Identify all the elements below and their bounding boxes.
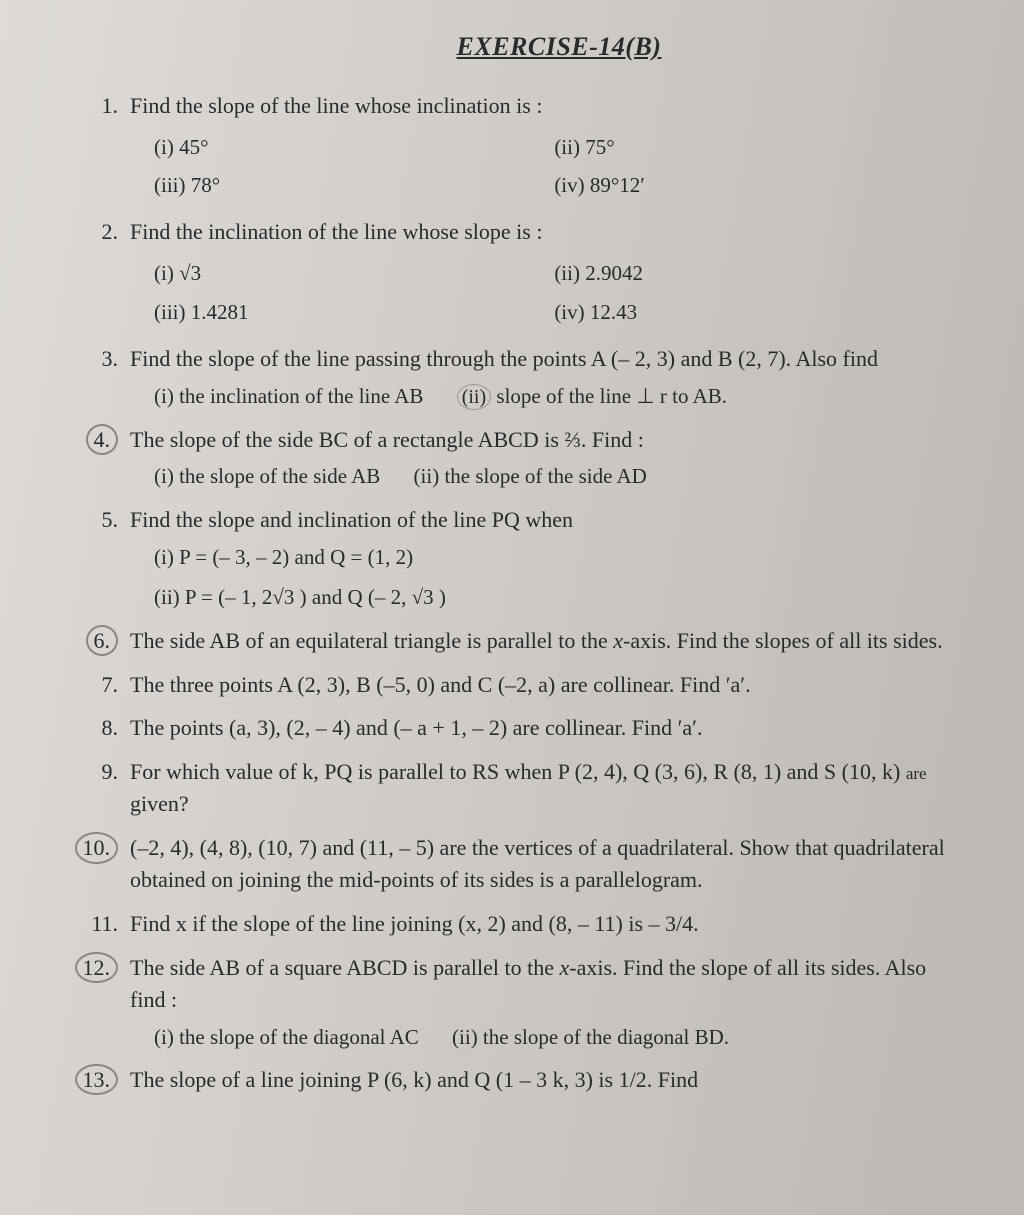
qtext-9: For which value of k, PQ is parallel to …: [130, 756, 988, 820]
q3-sub-ii-text: slope of the line ⊥ r to AB.: [496, 384, 727, 408]
q2-options: (i) √3 (ii) 2.9042 (iii) 1.4281 (iv) 12.…: [154, 254, 988, 331]
qnum-10: 10.: [74, 832, 118, 864]
question-3: 3. Find the slope of the line passing th…: [130, 343, 988, 411]
q12-text-b: -axis. Find the slope of all its sides. …: [569, 955, 926, 980]
q2-opt-iii: (iii) 1.4281: [154, 297, 554, 327]
q3-subparts: (i) the inclination of the line AB (ii) …: [154, 381, 988, 411]
q1-opt-iii: (iii) 78°: [154, 170, 554, 200]
q9-text-tail: are: [906, 764, 927, 783]
qnum-13: 13.: [74, 1064, 118, 1096]
qnum-10-circle: 10.: [75, 832, 119, 864]
qtext-7: The three points A (2, 3), B (–5, 0) and…: [130, 669, 988, 701]
question-12: 12. The side AB of a square ABCD is para…: [130, 952, 988, 1052]
question-7: 7. The three points A (2, 3), B (–5, 0) …: [130, 669, 988, 701]
question-10: 10. (–2, 4), (4, 8), (10, 7) and (11, – …: [130, 832, 988, 896]
question-8: 8. The points (a, 3), (2, – 4) and (– a …: [130, 712, 988, 744]
qnum-9: 9.: [74, 756, 118, 788]
qtext-1: Find the slope of the line whose inclina…: [130, 90, 988, 122]
qtext-13: The slope of a line joining P (6, k) and…: [130, 1064, 988, 1096]
q2-opt-i: (i) √3: [154, 258, 554, 288]
question-1: 1. Find the slope of the line whose incl…: [130, 90, 988, 205]
qtext-8: The points (a, 3), (2, – 4) and (– a + 1…: [130, 712, 988, 744]
qnum-1: 1.: [74, 90, 118, 122]
q12-sub-i: (i) the slope of the diagonal AC: [154, 1022, 419, 1052]
q4-sub-ii: (ii) the slope of the side AD: [414, 461, 647, 491]
q12-sub-ii: (ii) the slope of the diagonal BD.: [452, 1022, 729, 1052]
q2-opt-iv: (iv) 12.43: [554, 297, 954, 327]
question-2: 2. Find the inclination of the line whos…: [130, 216, 988, 331]
qnum-11: 11.: [74, 908, 118, 940]
qtext-2: Find the inclination of the line whose s…: [130, 216, 988, 248]
page: EXERCISE-14(B) 1. Find the slope of the …: [0, 0, 1024, 1215]
question-9: 9. For which value of k, PQ is parallel …: [130, 756, 988, 820]
question-5: 5. Find the slope and inclination of the…: [130, 504, 988, 613]
qnum-4-circle: 4.: [86, 424, 119, 456]
qnum-3: 3.: [74, 343, 118, 375]
q2-opt-ii: (ii) 2.9042: [554, 258, 954, 288]
q6-text-a: The side AB of an equilateral triangle i…: [130, 628, 613, 653]
qtext-12: The side AB of a square ABCD is parallel…: [130, 952, 988, 1016]
q1-opt-iv: (iv) 89°12′: [554, 170, 954, 200]
q10-text2: obtained on joining the mid-points of it…: [130, 864, 988, 896]
qtext-6: The side AB of an equilateral triangle i…: [130, 625, 988, 657]
qtext-11: Find x if the slope of the line joining …: [130, 908, 988, 940]
q12-text2: find :: [130, 984, 988, 1016]
q1-opt-ii: (ii) 75°: [554, 132, 954, 162]
q12-text-a: The side AB of a square ABCD is parallel…: [130, 955, 560, 980]
q5-sub-i: (i) P = (– 3, – 2) and Q = (1, 2): [154, 542, 988, 572]
q5-subparts: (i) P = (– 3, – 2) and Q = (1, 2) (ii) P…: [154, 542, 988, 613]
q6-text-b: -axis. Find the slopes of all its sides.: [623, 628, 943, 653]
qnum-6: 6.: [74, 625, 118, 657]
q9-text2: given?: [130, 788, 988, 820]
exercise-title: EXERCISE-14(B): [130, 28, 988, 66]
qnum-12-circle: 12.: [75, 952, 119, 984]
qnum-5: 5.: [74, 504, 118, 536]
qnum-2: 2.: [74, 216, 118, 248]
qnum-8: 8.: [74, 712, 118, 744]
qtext-10: (–2, 4), (4, 8), (10, 7) and (11, – 5) a…: [130, 832, 988, 896]
qnum-12: 12.: [74, 952, 118, 984]
q3-sub-ii-marker: (ii): [457, 384, 491, 410]
q1-options: (i) 45° (ii) 75° (iii) 78° (iv) 89°12′: [154, 128, 988, 205]
q1-opt-i: (i) 45°: [154, 132, 554, 162]
question-13: 13. The slope of a line joining P (6, k)…: [130, 1064, 988, 1096]
q9-text-a: For which value of k, PQ is parallel to …: [130, 759, 906, 784]
qtext-3: Find the slope of the line passing throu…: [130, 343, 988, 375]
qnum-4: 4.: [74, 424, 118, 456]
qnum-7: 7.: [74, 669, 118, 701]
qtext-4: The slope of the side BC of a rectangle …: [130, 424, 988, 456]
question-4: 4. The slope of the side BC of a rectang…: [130, 424, 988, 492]
qtext-5: Find the slope and inclination of the li…: [130, 504, 988, 536]
q12-text-italic: x: [560, 955, 570, 980]
q4-sub-i: (i) the slope of the side AB: [154, 461, 380, 491]
q10-text-a: (–2, 4), (4, 8), (10, 7) and (11, – 5) a…: [130, 835, 945, 860]
q6-text-italic: x: [613, 628, 623, 653]
question-11: 11. Find x if the slope of the line join…: [130, 908, 988, 940]
q4-subparts: (i) the slope of the side AB (ii) the sl…: [154, 461, 988, 491]
qnum-6-circle: 6.: [86, 625, 119, 657]
q3-sub-i: (i) the inclination of the line AB: [154, 381, 423, 411]
q5-sub-ii: (ii) P = (– 1, 2√3 ) and Q (– 2, √3 ): [154, 582, 988, 612]
qnum-13-circle: 13.: [75, 1064, 119, 1096]
question-6: 6. The side AB of an equilateral triangl…: [130, 625, 988, 657]
q12-subparts: (i) the slope of the diagonal AC (ii) th…: [154, 1022, 988, 1052]
